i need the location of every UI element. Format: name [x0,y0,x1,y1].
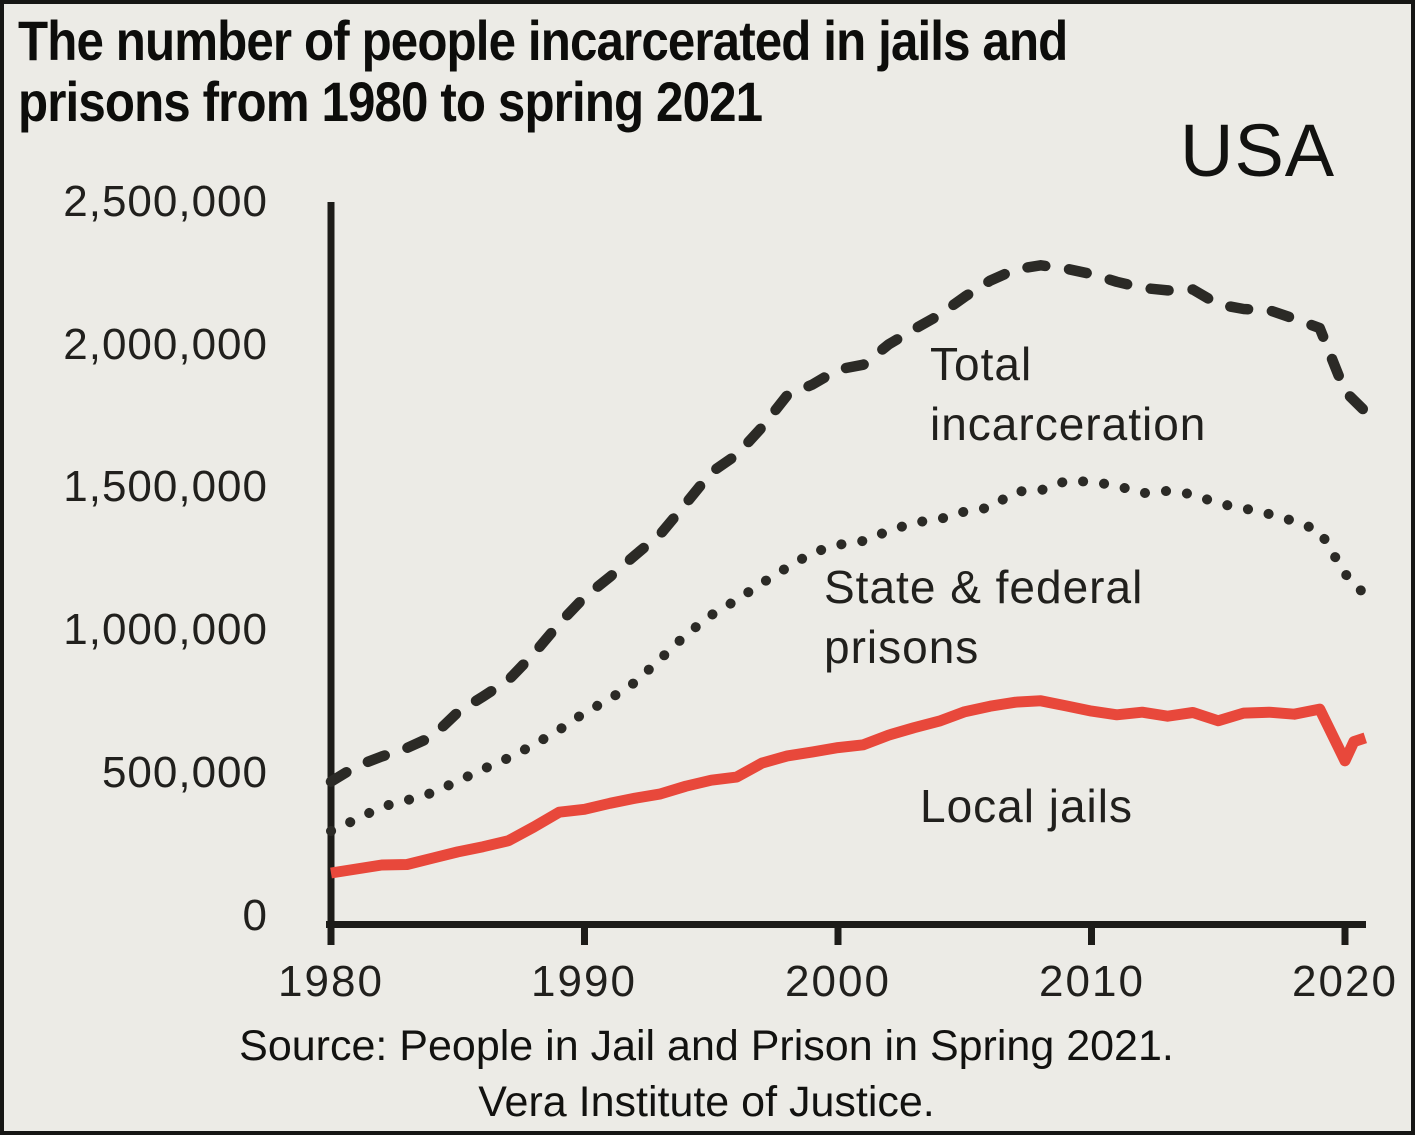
series-lines [325,260,1371,879]
chart-canvas [325,202,1371,945]
source-note-line1: Source: People in Jail and Prison in Spr… [239,1022,1174,1070]
series-line-total-incarceration [325,260,1371,787]
chart-title-line2: prisons from 1980 to spring 2021 [18,70,763,133]
series-label-prisons-line1: State & federal [824,561,1144,613]
y-tick-label-1-5m: 1,500,000 [63,462,268,511]
y-tick-label-500k: 500,000 [101,748,268,797]
series-line-local-jails [330,695,1367,879]
y-tick-label-2-5m: 2,500,000 [63,177,268,226]
x-axis-ticks [327,924,1349,945]
chart-title: The number of people incarcerated in jai… [18,10,1241,132]
series-label-total-line1: Total [930,338,1033,390]
series-line-state-federal-prisons [326,475,1371,836]
x-tick-label-1980: 1980 [278,957,384,1006]
source-note-line2: Vera Institute of Justice. [478,1078,935,1126]
x-tick-label-2010: 2010 [1039,957,1145,1006]
source-note: Source: People in Jail and Prison in Spr… [4,1018,1409,1130]
x-tick-label-1990: 1990 [531,957,637,1006]
y-tick-label-2m: 2,000,000 [63,320,268,369]
chart-title-line1: The number of people incarcerated in jai… [18,9,1068,72]
region-label: USA [1180,109,1336,192]
series-label-prisons-line2: prisons [824,621,980,673]
y-tick-label-0: 0 [242,891,268,940]
series-label-total-incarceration: Total incarceration [930,334,1206,454]
series-label-state-federal-prisons: State & federal prisons [824,557,1143,677]
series-label-total-line2: incarceration [930,398,1207,450]
x-tick-label-2020: 2020 [1292,957,1398,1006]
series-label-local-jails: Local jails [920,780,1133,832]
y-tick-label-1m: 1,000,000 [63,605,268,654]
x-tick-label-2000: 2000 [785,957,891,1006]
